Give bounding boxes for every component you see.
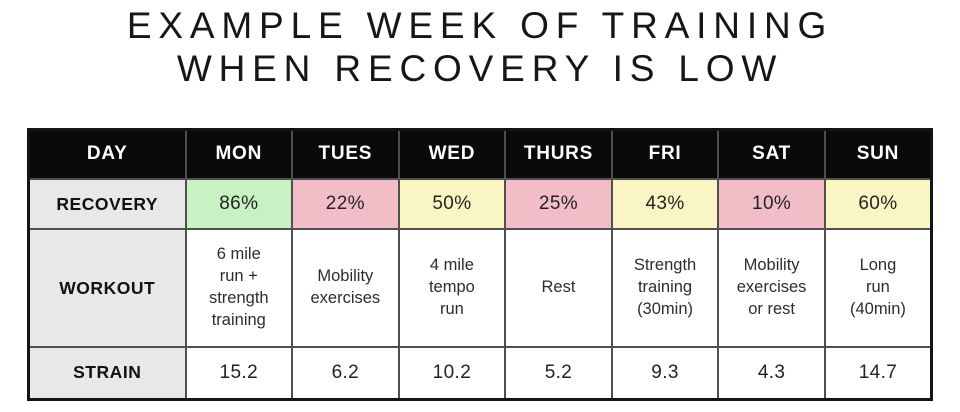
recovery-cell-sun: 60% — [823, 178, 933, 231]
workout-cell-fri: Strength training (30min) — [610, 228, 720, 349]
strain-cell-tues: 6.2 — [291, 346, 400, 401]
strain-cell-sat: 4.3 — [717, 346, 826, 401]
strain-row: STRAIN 15.2 6.2 10.2 5.2 9.3 4.3 14.7 — [27, 346, 933, 401]
title-line-2: WHEN RECOVERY IS LOW — [176, 48, 784, 90]
header-cell-fri: FRI — [610, 128, 720, 181]
header-cell-sun: SUN — [823, 128, 933, 181]
workout-cell-wed: 4 mile tempo run — [397, 228, 507, 349]
row-label-workout: WORKOUT — [27, 228, 187, 349]
header-cell-thurs: THURS — [504, 128, 613, 181]
header-cell-sat: SAT — [717, 128, 826, 181]
workout-cell-thurs: Rest — [504, 228, 613, 349]
header-cell-mon: MON — [184, 128, 294, 181]
training-week-table: DAY MON TUES WED THURS FRI SAT SUN RECOVERY 86% 2… — [27, 127, 933, 401]
recovery-cell-wed: 50% — [397, 178, 507, 231]
workout-cell-mon: 6 mile run + strength training — [184, 228, 294, 349]
recovery-cell-thurs: 25% — [504, 178, 613, 231]
strain-cell-sun: 14.7 — [823, 346, 933, 401]
page-title: EXAMPLE WEEK OF TRAINING WHEN RECOVERY I… — [0, 0, 960, 91]
recovery-cell-sat: 10% — [717, 178, 826, 231]
workout-cell-tues: Mobility exercises — [291, 228, 400, 349]
header-row: DAY MON TUES WED THURS FRI SAT SUN — [27, 128, 933, 181]
header-cell-wed: WED — [397, 128, 507, 181]
recovery-row: RECOVERY 86% 22% 50% 25% 43% 10% 60% — [27, 178, 933, 231]
workout-cell-sat: Mobility exercises or rest — [717, 228, 826, 349]
workout-row: WORKOUT 6 mile run + strength training Mob… — [27, 228, 933, 349]
strain-cell-wed: 10.2 — [397, 346, 507, 401]
strain-cell-mon: 15.2 — [184, 346, 294, 401]
workout-cell-sun: Long run (40min) — [823, 228, 933, 349]
recovery-cell-fri: 43% — [610, 178, 720, 231]
strain-cell-thurs: 5.2 — [504, 346, 613, 401]
header-cell-day: DAY — [27, 128, 187, 181]
row-label-recovery: RECOVERY — [27, 178, 187, 231]
row-label-strain: STRAIN — [27, 346, 187, 401]
strain-cell-fri: 9.3 — [610, 346, 720, 401]
recovery-cell-tues: 22% — [291, 178, 400, 231]
recovery-cell-mon: 86% — [184, 178, 294, 231]
title-line-1: EXAMPLE WEEK OF TRAINING — [126, 5, 834, 46]
header-cell-tues: TUES — [291, 128, 400, 181]
